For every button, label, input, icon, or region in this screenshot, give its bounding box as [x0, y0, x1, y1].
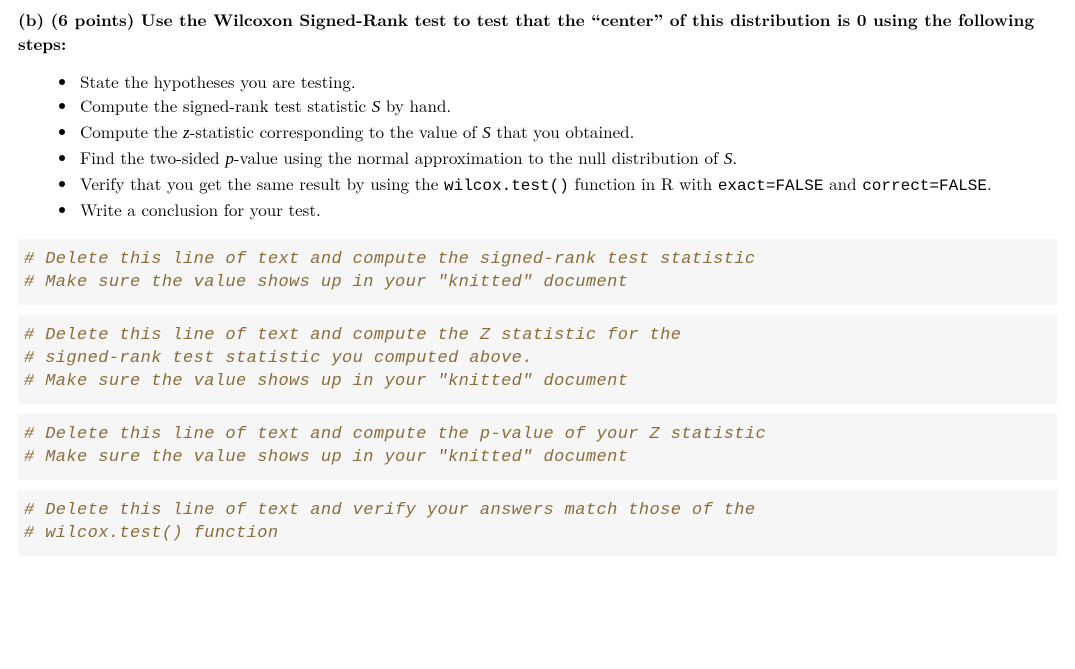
step-2: Compute the signed-rank test statistic S… — [78, 94, 1057, 119]
step-1-text: State the hypotheses you are testing. — [80, 69, 356, 93]
step-5: Verify that you get the same result by u… — [78, 172, 1057, 198]
step-5-c: and — [823, 171, 862, 195]
var-S: S — [372, 97, 381, 116]
step-2-a: Compute the signed-rank test statistic — [80, 93, 372, 117]
step-4-b: -value using the normal approximation to… — [234, 145, 724, 169]
step-5-d: . — [987, 171, 992, 195]
step-3-c: that you obtained. — [491, 119, 635, 143]
step-6: Write a conclusion for your test. — [78, 198, 1057, 221]
step-3-b: -statistic corresponding to the value of — [190, 119, 483, 143]
steps-list: State the hypotheses you are testing. Co… — [18, 70, 1057, 221]
code-correct: correct=FALSE — [862, 177, 987, 195]
var-S-2: S — [482, 123, 491, 142]
step-5-a: Verify that you get the same result by u… — [80, 171, 444, 195]
code-block-3: # Delete this line of text and compute t… — [18, 414, 1057, 480]
step-4-c: . — [732, 145, 737, 169]
var-z: z — [183, 123, 190, 142]
code-wilcox: wilcox.test() — [444, 177, 569, 195]
step-5-b: function in R with — [569, 171, 718, 195]
step-3-a: Compute the — [80, 119, 183, 143]
step-2-b: by hand. — [380, 93, 451, 117]
step-4-a: Find the two-sided — [80, 145, 225, 169]
question-prompt: (b) (6 points) Use the Wilcoxon Signed-R… — [18, 8, 1057, 56]
step-6-text: Write a conclusion for your test. — [80, 197, 321, 221]
code-block-4: # Delete this line of text and verify yo… — [18, 490, 1057, 556]
step-4: Find the two-sided p-value using the nor… — [78, 146, 1057, 171]
var-p: p — [225, 149, 234, 168]
code-block-1: # Delete this line of text and compute t… — [18, 239, 1057, 305]
step-3: Compute the z-statistic corresponding to… — [78, 120, 1057, 145]
step-1: State the hypotheses you are testing. — [78, 70, 1057, 93]
prompt-bold: (b) (6 points) Use the Wilcoxon Signed-R… — [18, 8, 1034, 56]
code-block-2: # Delete this line of text and compute t… — [18, 315, 1057, 404]
code-exact: exact=FALSE — [718, 177, 824, 195]
